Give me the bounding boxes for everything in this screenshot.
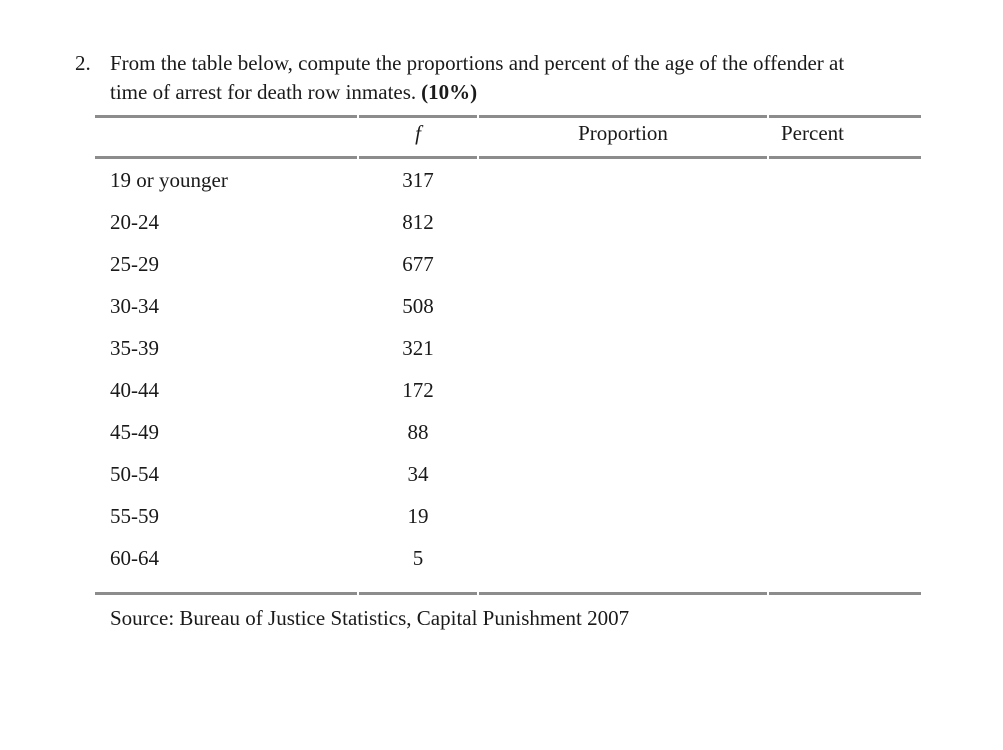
proportion-cell bbox=[479, 537, 767, 595]
column-header-proportion: Proportion bbox=[479, 115, 767, 159]
proportion-cell bbox=[479, 369, 767, 411]
proportion-cell bbox=[479, 453, 767, 495]
frequency-cell: 677 bbox=[402, 251, 434, 276]
question: 2. From the table below, compute the pro… bbox=[75, 49, 844, 107]
percent-cell bbox=[769, 201, 921, 243]
frequency-cell: 34 bbox=[407, 461, 429, 486]
frequency-cell: 88 bbox=[407, 419, 429, 444]
table-row: 50-54 34 bbox=[95, 453, 921, 495]
percent-cell bbox=[769, 327, 921, 369]
table-row: 55-59 19 bbox=[95, 495, 921, 537]
column-header-percent: Percent bbox=[769, 115, 921, 159]
table-row: 25-29 677 bbox=[95, 243, 921, 285]
frequency-cell: 172 bbox=[402, 377, 434, 402]
proportion-cell bbox=[479, 495, 767, 537]
table-row: 35-39 321 bbox=[95, 327, 921, 369]
table-row: 30-34 508 bbox=[95, 285, 921, 327]
percent-cell bbox=[769, 285, 921, 327]
question-line-2: time of arrest for death row inmates. (10… bbox=[110, 78, 844, 107]
age-cell: 25-29 bbox=[110, 251, 159, 276]
percent-cell bbox=[769, 411, 921, 453]
column-header-age bbox=[95, 115, 357, 159]
frequency-cell: 317 bbox=[402, 167, 434, 192]
age-cell: 50-54 bbox=[110, 461, 159, 486]
percent-cell bbox=[769, 243, 921, 285]
column-header-f: f bbox=[359, 115, 477, 159]
age-cell: 30-34 bbox=[110, 293, 159, 318]
question-points: (10%) bbox=[421, 80, 478, 104]
question-number: 2. bbox=[75, 51, 91, 75]
frequency-cell: 508 bbox=[402, 293, 434, 318]
age-cell: 20-24 bbox=[110, 209, 159, 234]
percent-cell bbox=[769, 159, 921, 201]
header-row: f Proportion Percent bbox=[95, 115, 921, 159]
table-row: 20-24 812 bbox=[95, 201, 921, 243]
frequency-table: f Proportion Percent 19 or younger 317 2… bbox=[93, 115, 923, 595]
frequency-cell: 812 bbox=[402, 209, 434, 234]
percent-cell bbox=[769, 537, 921, 595]
proportion-cell bbox=[479, 327, 767, 369]
frequency-cell: 19 bbox=[407, 503, 429, 528]
frequency-cell: 321 bbox=[402, 335, 434, 360]
percent-cell bbox=[769, 453, 921, 495]
proportion-cell bbox=[479, 159, 767, 201]
table-row: 19 or younger 317 bbox=[95, 159, 921, 201]
age-cell: 60-64 bbox=[95, 537, 357, 595]
question-line-2-text: time of arrest for death row inmates. bbox=[110, 80, 417, 104]
table-row: 40-44 172 bbox=[95, 369, 921, 411]
age-cell: 35-39 bbox=[110, 335, 159, 360]
age-cell: 19 or younger bbox=[110, 167, 228, 192]
proportion-cell bbox=[479, 243, 767, 285]
proportion-cell bbox=[479, 201, 767, 243]
percent-cell bbox=[769, 495, 921, 537]
table-row: 45-49 88 bbox=[95, 411, 921, 453]
proportion-cell bbox=[479, 285, 767, 327]
age-cell: 45-49 bbox=[110, 419, 159, 444]
proportion-cell bbox=[479, 411, 767, 453]
source-note: Source: Bureau of Justice Statistics, Ca… bbox=[110, 606, 630, 630]
age-cell: 55-59 bbox=[110, 503, 159, 528]
table-row: 60-64 5 bbox=[95, 537, 921, 595]
frequency-cell: 5 bbox=[359, 537, 477, 595]
question-text: From the table below, compute the propor… bbox=[110, 49, 844, 107]
percent-cell bbox=[769, 369, 921, 411]
age-cell: 40-44 bbox=[110, 377, 159, 402]
question-line-1: From the table below, compute the propor… bbox=[110, 51, 845, 75]
